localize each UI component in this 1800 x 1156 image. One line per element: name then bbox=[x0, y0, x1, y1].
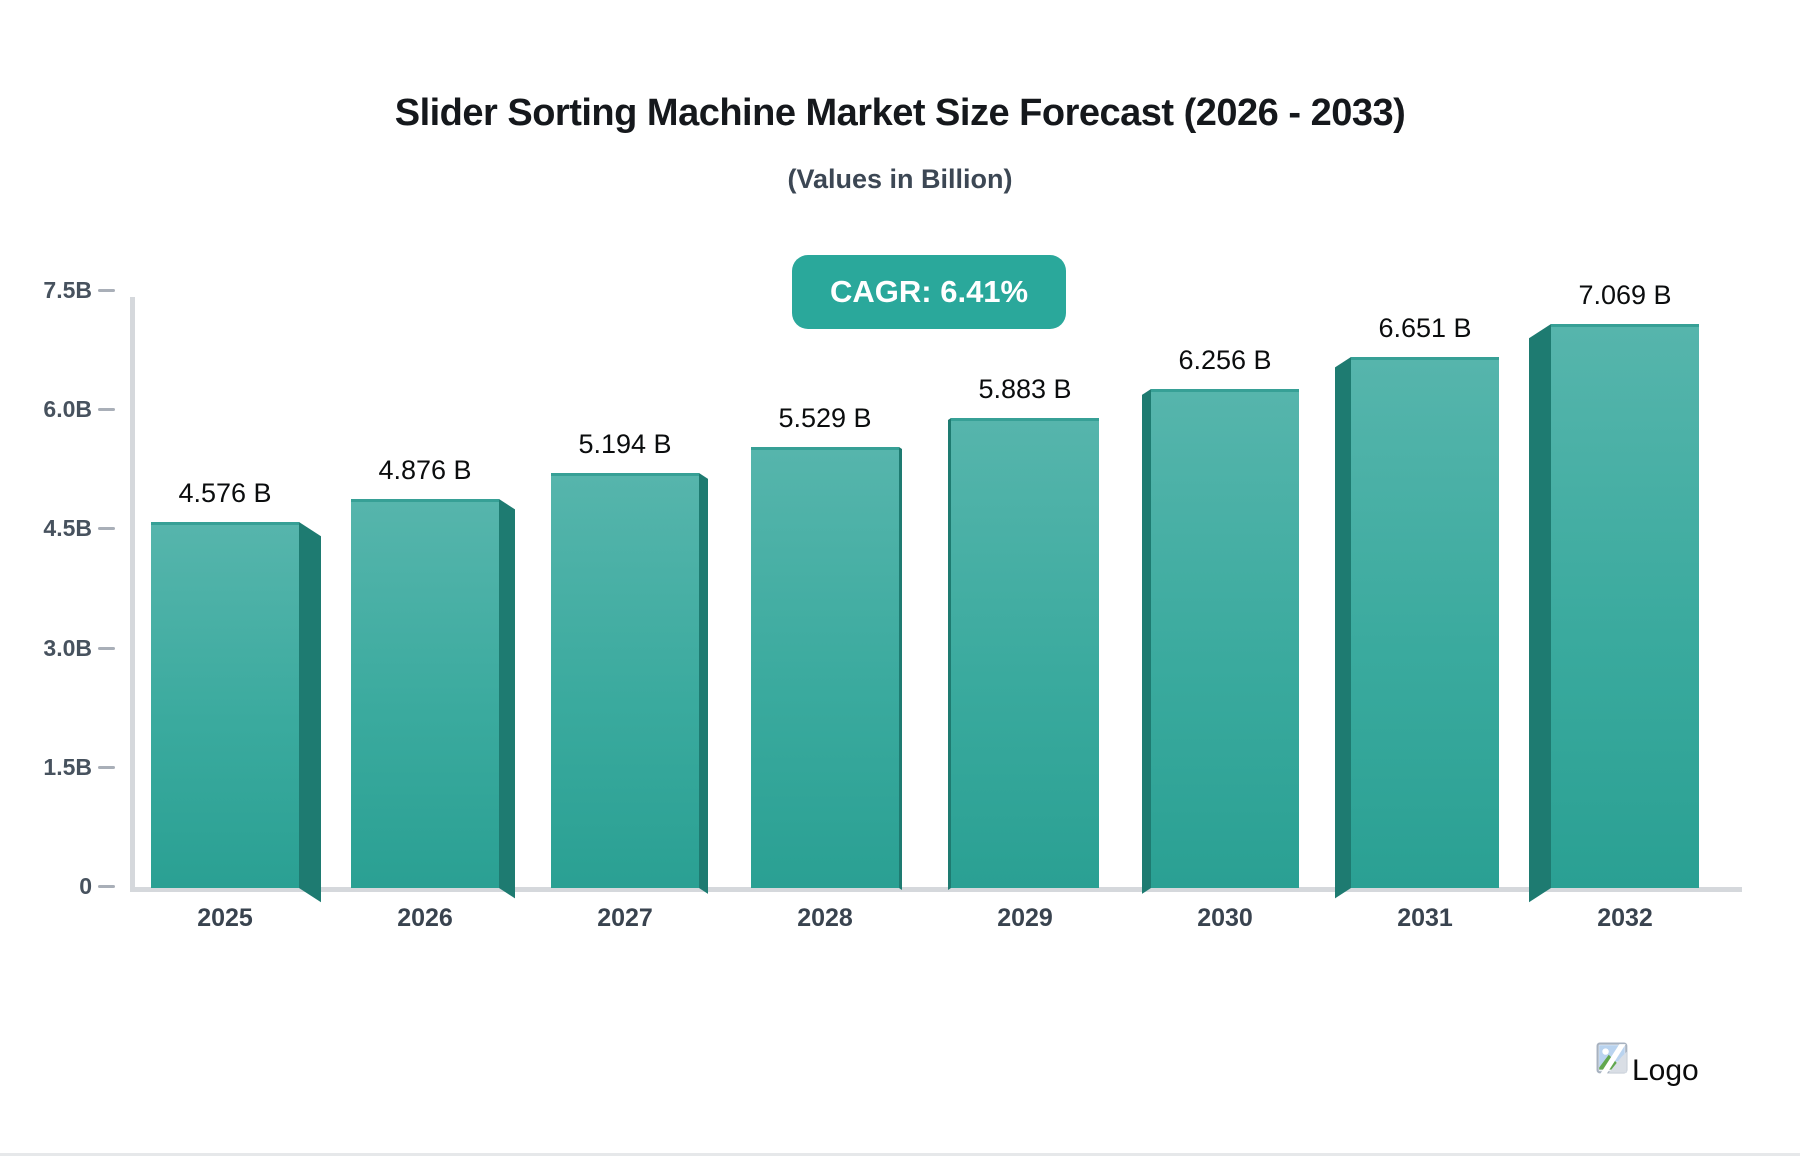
bar-value-label: 6.256 B bbox=[1178, 344, 1272, 375]
bar-2029 bbox=[951, 418, 1099, 888]
bar-side-face bbox=[699, 473, 708, 894]
bar-value-label: 4.576 B bbox=[178, 478, 272, 509]
bar-2032 bbox=[1551, 324, 1699, 888]
x-axis-line bbox=[130, 887, 1742, 892]
y-axis-tick-label: 7.5B bbox=[43, 277, 92, 303]
y-axis-tick-label: 3.0B bbox=[43, 634, 92, 661]
bar-2026 bbox=[351, 498, 499, 888]
x-axis-label-2029: 2029 bbox=[997, 904, 1053, 932]
bar-2031 bbox=[1351, 357, 1499, 888]
x-axis-label-2030: 2030 bbox=[1197, 904, 1253, 932]
y-axis-tick-label: 0 bbox=[79, 873, 92, 899]
bar-value-label: 7.069 B bbox=[1578, 280, 1672, 311]
bar-value-label: 6.651 B bbox=[1378, 313, 1472, 344]
bar-side-face bbox=[299, 522, 321, 903]
chart-subtitle: (Values in Billion) bbox=[787, 164, 1013, 194]
y-axis-tick bbox=[98, 527, 115, 531]
logo-container: Logo bbox=[1596, 1042, 1699, 1087]
y-axis-tick bbox=[98, 885, 115, 888]
bar-value-label: 4.876 B bbox=[378, 454, 472, 485]
logo-alt-text: Logo bbox=[1632, 1054, 1699, 1087]
cagr-badge: CAGR: 6.41% bbox=[792, 255, 1067, 329]
y-axis-tick-label: 6.0B bbox=[43, 396, 92, 423]
x-axis-label-2031: 2031 bbox=[1397, 904, 1453, 932]
bar-side-face bbox=[499, 498, 515, 899]
bar-2028 bbox=[751, 446, 899, 888]
y-axis-tick bbox=[98, 289, 115, 292]
x-axis-label-2028: 2028 bbox=[797, 904, 853, 932]
x-axis-label-2026: 2026 bbox=[397, 904, 453, 932]
bar-side-face bbox=[1335, 357, 1351, 899]
y-axis-tick-label: 1.5B bbox=[43, 753, 92, 780]
bar-2027 bbox=[551, 473, 699, 888]
x-axis-label-2027: 2027 bbox=[597, 904, 653, 932]
chart-title: Slider Sorting Machine Market Size Forec… bbox=[394, 92, 1406, 134]
broken-image-icon bbox=[1596, 1042, 1628, 1074]
bar-value-label: 5.194 B bbox=[578, 429, 672, 460]
bar-side-face bbox=[899, 446, 902, 890]
y-axis-tick bbox=[98, 765, 115, 769]
bar-2025 bbox=[151, 522, 299, 888]
bar-value-label: 5.883 B bbox=[978, 374, 1072, 405]
x-axis-label-2032: 2032 bbox=[1597, 904, 1653, 932]
bar-2030 bbox=[1151, 388, 1299, 888]
bar-side-face bbox=[1529, 324, 1551, 903]
y-axis-tick bbox=[98, 646, 115, 650]
y-axis-tick bbox=[98, 408, 115, 412]
x-axis-label-2025: 2025 bbox=[197, 904, 253, 932]
bar-side-face bbox=[1142, 388, 1151, 894]
bar-value-label: 5.529 B bbox=[778, 402, 872, 433]
y-axis-line bbox=[130, 297, 135, 892]
y-axis-tick-label: 4.5B bbox=[43, 515, 92, 542]
